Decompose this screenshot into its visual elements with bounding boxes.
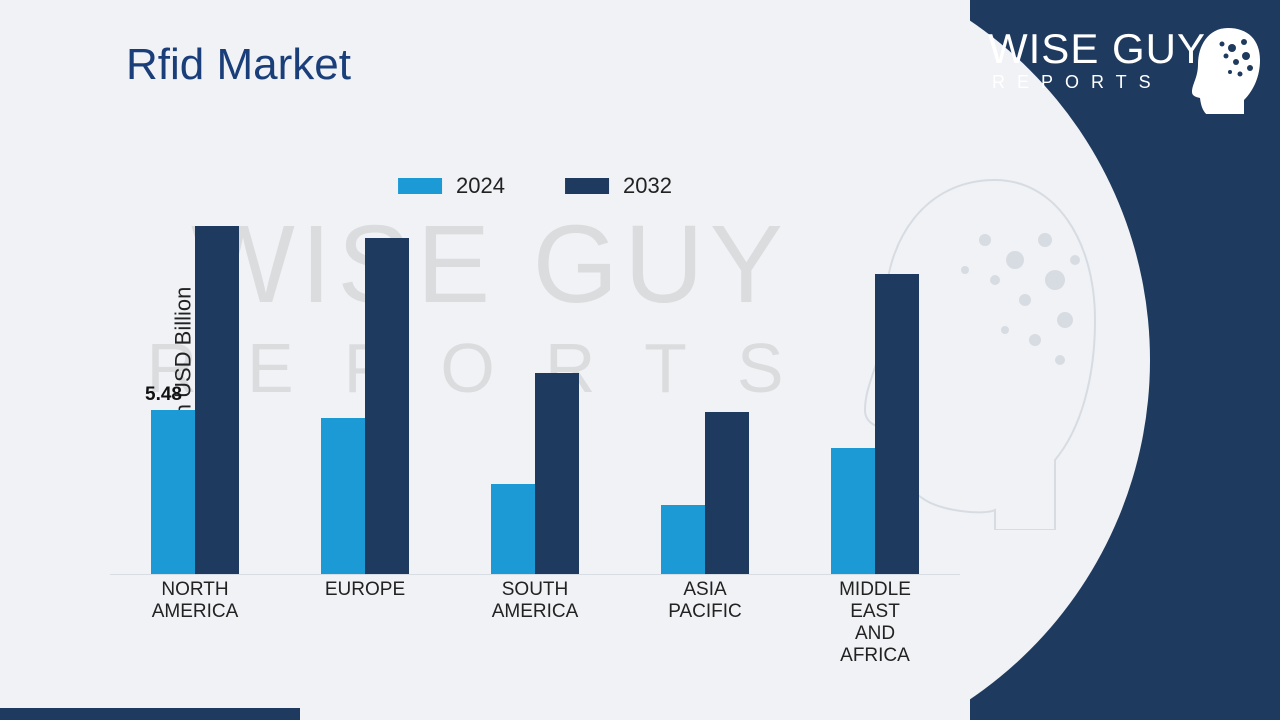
bars-eu <box>321 214 409 574</box>
bars-sa <box>491 214 579 574</box>
value-label-na-2024: 5.48 <box>145 384 182 406</box>
page-root: WISE GUY REPORTS WISE GUY REPORTS Rfid M… <box>0 0 1280 720</box>
bars-ap <box>661 214 749 574</box>
bottom-left-accent <box>0 708 300 720</box>
bar-groups: 5.48 <box>110 215 960 574</box>
group-eu <box>295 214 435 574</box>
group-ap <box>635 214 775 574</box>
bar-sa-2032 <box>535 373 579 574</box>
bar-na-2032 <box>195 226 239 574</box>
bar-ap-2024 <box>661 505 705 574</box>
group-mea <box>805 214 945 574</box>
bar-ap-2032 <box>705 412 749 574</box>
x-axis-labels: NORTHAMERICA EUROPE SOUTHAMERICA ASIAPAC… <box>110 579 960 666</box>
x-label-mea: MIDDLEEASTANDAFRICA <box>805 579 945 666</box>
group-na: 5.48 <box>125 214 265 574</box>
bars-na: 5.48 <box>151 214 239 574</box>
brand-head-icon <box>1186 24 1264 114</box>
bar-eu-2032 <box>365 238 409 574</box>
legend-item-2024: 2024 <box>398 173 505 199</box>
bars-mea <box>831 214 919 574</box>
legend-swatch-2032 <box>565 178 609 194</box>
x-label-sa: SOUTHAMERICA <box>465 579 605 666</box>
bar-eu-2024 <box>321 418 365 574</box>
legend-item-2032: 2032 <box>565 173 672 199</box>
group-sa <box>465 214 605 574</box>
legend-label-2032: 2032 <box>623 173 672 199</box>
bar-sa-2024 <box>491 484 535 574</box>
chart-region: Market Size in USD Billion 2024 2032 5.4… <box>60 175 960 655</box>
x-label-eu: EUROPE <box>295 579 435 666</box>
legend-label-2024: 2024 <box>456 173 505 199</box>
legend-swatch-2024 <box>398 178 442 194</box>
legend: 2024 2032 <box>398 173 672 199</box>
brand-logo: WISE GUY REPORTS <box>988 28 1258 93</box>
chart-title: Rfid Market <box>126 40 351 90</box>
x-label-na: NORTHAMERICA <box>125 579 265 666</box>
bar-mea-2024 <box>831 448 875 574</box>
bar-mea-2032 <box>875 274 919 574</box>
x-label-ap: ASIAPACIFIC <box>635 579 775 666</box>
bar-na-2024 <box>151 410 195 574</box>
plot-area: 2024 2032 5.48 <box>110 175 960 575</box>
